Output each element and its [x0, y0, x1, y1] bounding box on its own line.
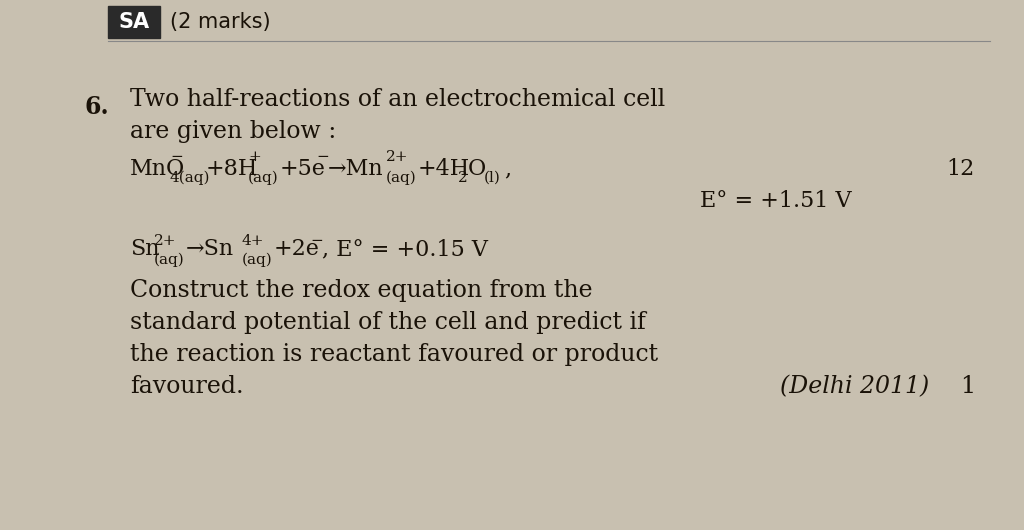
- Text: Construct the redox equation from the: Construct the redox equation from the: [130, 279, 593, 302]
- Text: −: −: [310, 234, 323, 248]
- Text: ,: ,: [504, 158, 511, 180]
- Text: (Delhi 2011): (Delhi 2011): [780, 375, 929, 398]
- Text: are given below :: are given below :: [130, 120, 336, 143]
- Text: 2+: 2+: [154, 234, 176, 248]
- Text: (aq): (aq): [386, 171, 417, 185]
- Text: 4(aq): 4(aq): [170, 171, 211, 185]
- Text: O: O: [468, 158, 486, 180]
- Text: 2: 2: [458, 171, 468, 185]
- Text: (l): (l): [484, 171, 501, 185]
- Text: −: −: [170, 150, 182, 164]
- Text: 4+: 4+: [242, 234, 264, 248]
- Text: −: −: [316, 150, 329, 164]
- Text: +4H: +4H: [418, 158, 470, 180]
- Text: , E° = +0.15 V: , E° = +0.15 V: [322, 238, 488, 260]
- Text: E° = +1.51 V: E° = +1.51 V: [700, 190, 852, 212]
- Text: SA: SA: [119, 12, 150, 32]
- FancyBboxPatch shape: [108, 6, 160, 38]
- Text: favoured.: favoured.: [130, 375, 244, 398]
- Text: (aq): (aq): [248, 171, 279, 185]
- Text: (2 marks): (2 marks): [170, 12, 270, 32]
- Text: (aq): (aq): [242, 253, 272, 267]
- Text: 6.: 6.: [85, 95, 110, 119]
- Text: the reaction is reactant favoured or product: the reaction is reactant favoured or pro…: [130, 343, 658, 366]
- Text: Two half-reactions of an electrochemical cell: Two half-reactions of an electrochemical…: [130, 88, 666, 111]
- Text: 2+: 2+: [386, 150, 409, 164]
- Text: 1: 1: [959, 375, 975, 398]
- Text: Sn: Sn: [130, 238, 160, 260]
- Text: standard potential of the cell and predict if: standard potential of the cell and predi…: [130, 311, 646, 334]
- Text: +5e: +5e: [280, 158, 326, 180]
- Text: +8H: +8H: [206, 158, 258, 180]
- Text: MnO: MnO: [130, 158, 185, 180]
- Text: (aq): (aq): [154, 253, 184, 267]
- Text: +2e: +2e: [274, 238, 319, 260]
- Text: →Sn: →Sn: [186, 238, 234, 260]
- Text: →Mn: →Mn: [328, 158, 384, 180]
- Text: 12: 12: [947, 158, 975, 180]
- Text: +: +: [248, 150, 261, 164]
